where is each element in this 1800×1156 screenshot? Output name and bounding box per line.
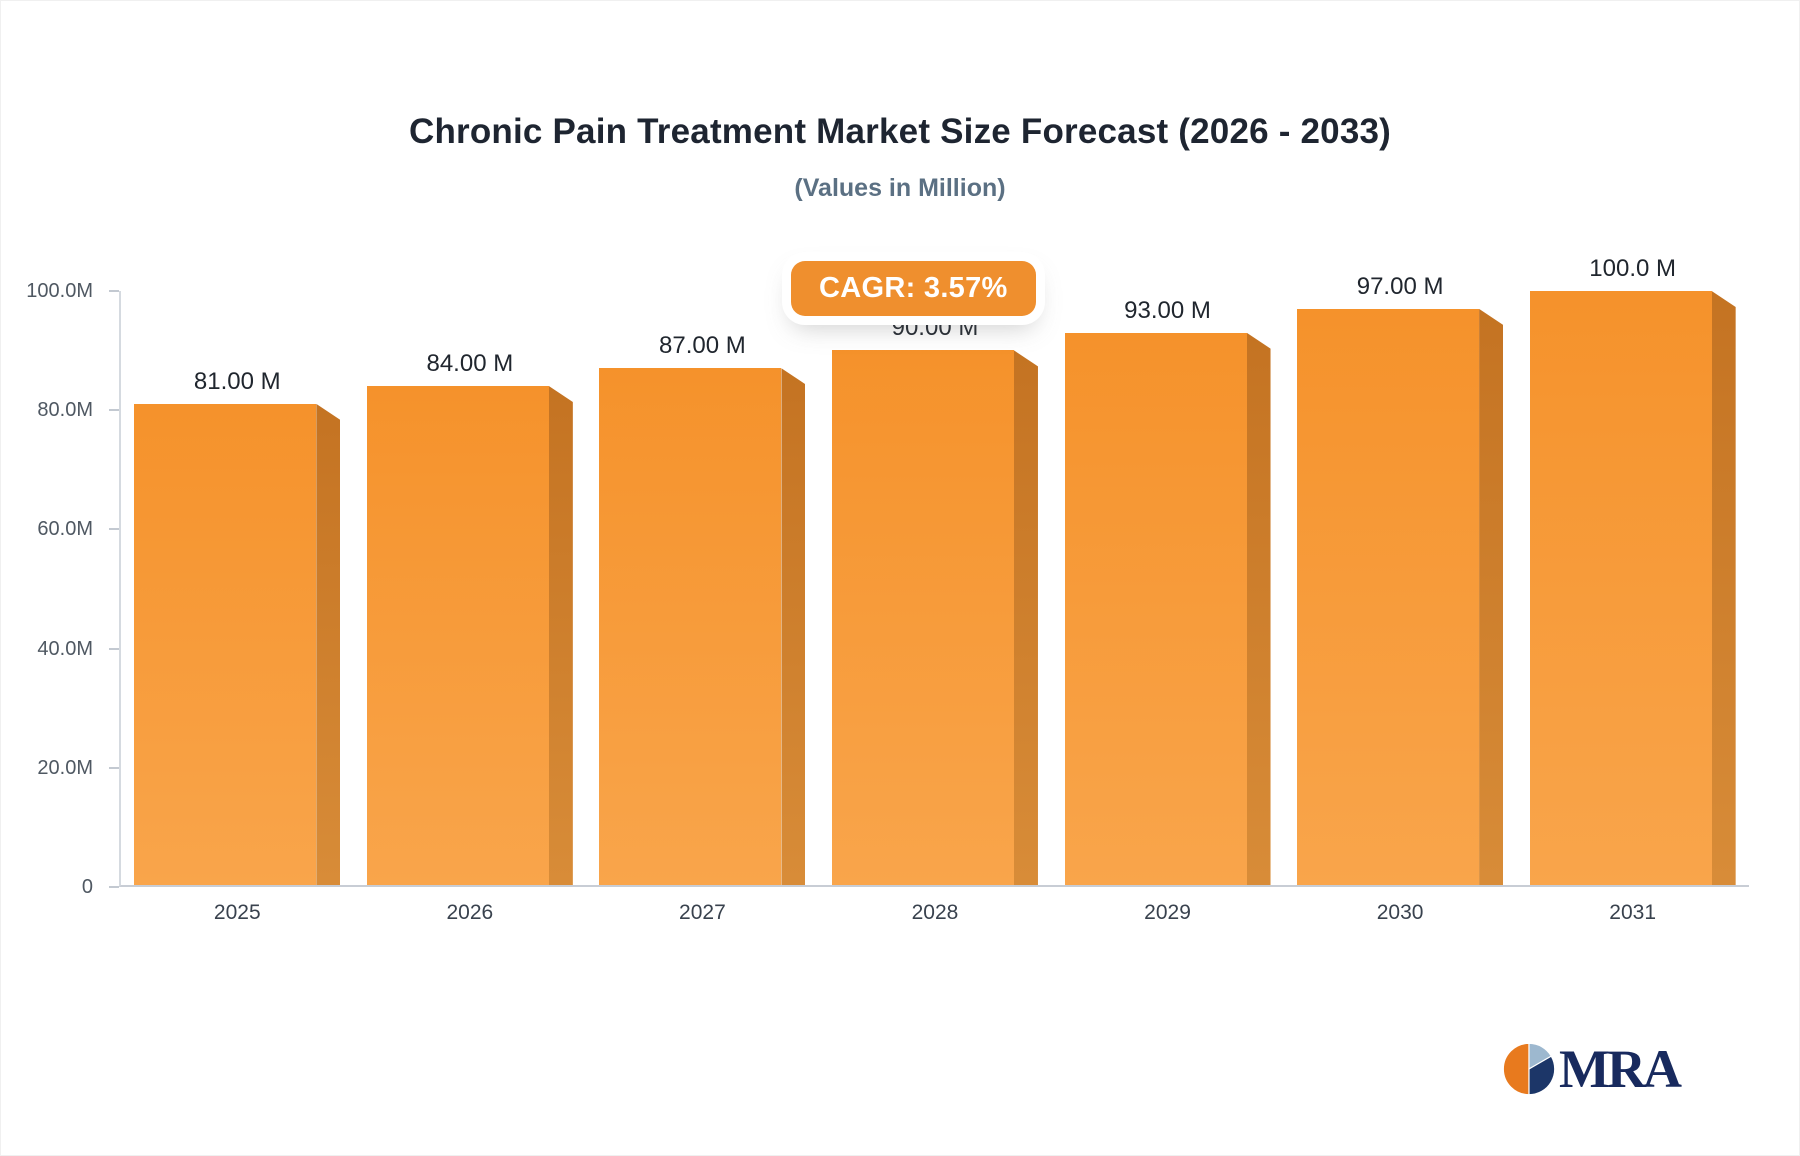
- bar-group: 84.00 M 2026: [366, 291, 573, 924]
- bar[interactable]: 81.00 M: [134, 368, 341, 885]
- bar-group: 97.00 M 2030: [1297, 273, 1504, 924]
- bar-group: 93.00 M 2029: [1064, 291, 1271, 924]
- bar-group: 100.0 M 2031: [1529, 255, 1736, 924]
- bar[interactable]: 90.00 M: [831, 314, 1038, 885]
- bar-side-face: [1013, 350, 1038, 885]
- bar-front-face: [599, 368, 782, 885]
- bar-group: 81.00 M 2025: [134, 291, 341, 924]
- bar-side-face: [1479, 308, 1504, 885]
- x-axis-label: 2030: [1376, 901, 1424, 924]
- x-axis-label: 2027: [679, 901, 726, 924]
- y-tick-mark: [109, 290, 119, 292]
- chart-subtitle: (Values in Million): [794, 174, 1006, 202]
- y-tick-label: 80.0M: [37, 399, 93, 422]
- bar-front-face: [831, 350, 1014, 885]
- bar-side-face: [1246, 332, 1271, 885]
- bar-front-face: [1529, 291, 1712, 885]
- bar-side-face: [316, 403, 341, 885]
- bar-value-label: 90.00 M: [891, 314, 979, 342]
- bar[interactable]: 93.00 M: [1064, 297, 1271, 885]
- y-tick-mark: [109, 528, 119, 531]
- x-axis-label: 2026: [446, 901, 494, 924]
- y-tick-mark: [109, 886, 119, 888]
- bar-group: 87.00 M 2027: [599, 291, 806, 924]
- y-tick-mark: [109, 766, 119, 769]
- bar-value-label: 81.00 M: [193, 367, 281, 395]
- plot-area: 81.00 M 2025 84.00 M 2026 87.00 M 2027 90.00 M…: [119, 255, 1749, 924]
- bar-value-label: 100.0 M: [1589, 255, 1677, 282]
- bar-value-label: 97.00 M: [1356, 272, 1444, 300]
- x-axis-label: 2031: [1609, 901, 1657, 924]
- bar-value-label: 93.00 M: [1124, 296, 1211, 324]
- y-tick-label: 40.0M: [37, 637, 93, 660]
- mra-logo-icon: [1501, 1041, 1557, 1097]
- bar-value-label: 87.00 M: [659, 332, 746, 360]
- bar-front-face: [134, 403, 317, 885]
- bar[interactable]: 100.0 M: [1529, 255, 1736, 885]
- bar-side-face: [781, 368, 806, 885]
- cagr-badge-label: CAGR: 3.57%: [819, 272, 1008, 304]
- bar[interactable]: 84.00 M: [366, 350, 573, 885]
- chart-title: Chronic Pain Treatment Market Size Forec…: [408, 112, 1392, 151]
- y-axis: 100.0M 80.0M 60.0M 40.0M 20.0M 0: [1, 280, 119, 898]
- y-tick-label: 0: [81, 876, 93, 898]
- bar[interactable]: 97.00 M: [1297, 273, 1504, 885]
- x-axis-label: 2029: [1144, 901, 1191, 924]
- mra-logo-text: MRA: [1559, 1039, 1682, 1099]
- x-axis-label: 2025: [213, 901, 261, 924]
- bar-side-face: [1711, 291, 1736, 885]
- bar-group: 90.00 M 2028: [831, 291, 1038, 924]
- bar-front-face: [366, 386, 549, 885]
- mra-logo: MRA: [1501, 1039, 1682, 1099]
- y-tick-label: 100.0M: [26, 280, 93, 302]
- bar-value-label: 84.00 M: [426, 350, 514, 378]
- bar-front-face: [1064, 332, 1247, 885]
- bars: 81.00 M 2025 84.00 M 2026 87.00 M 2027 90.00 M…: [121, 255, 1749, 924]
- y-tick-label: 20.0M: [37, 756, 93, 779]
- bar-front-face: [1297, 308, 1480, 885]
- y-tick-mark: [109, 647, 119, 650]
- bar-side-face: [548, 386, 573, 885]
- bar[interactable]: 87.00 M: [599, 332, 806, 885]
- cagr-badge: CAGR: 3.57%: [791, 261, 1036, 316]
- y-tick-label: 60.0M: [37, 518, 93, 541]
- x-axis-label: 2028: [911, 901, 959, 924]
- y-tick-mark: [109, 409, 119, 412]
